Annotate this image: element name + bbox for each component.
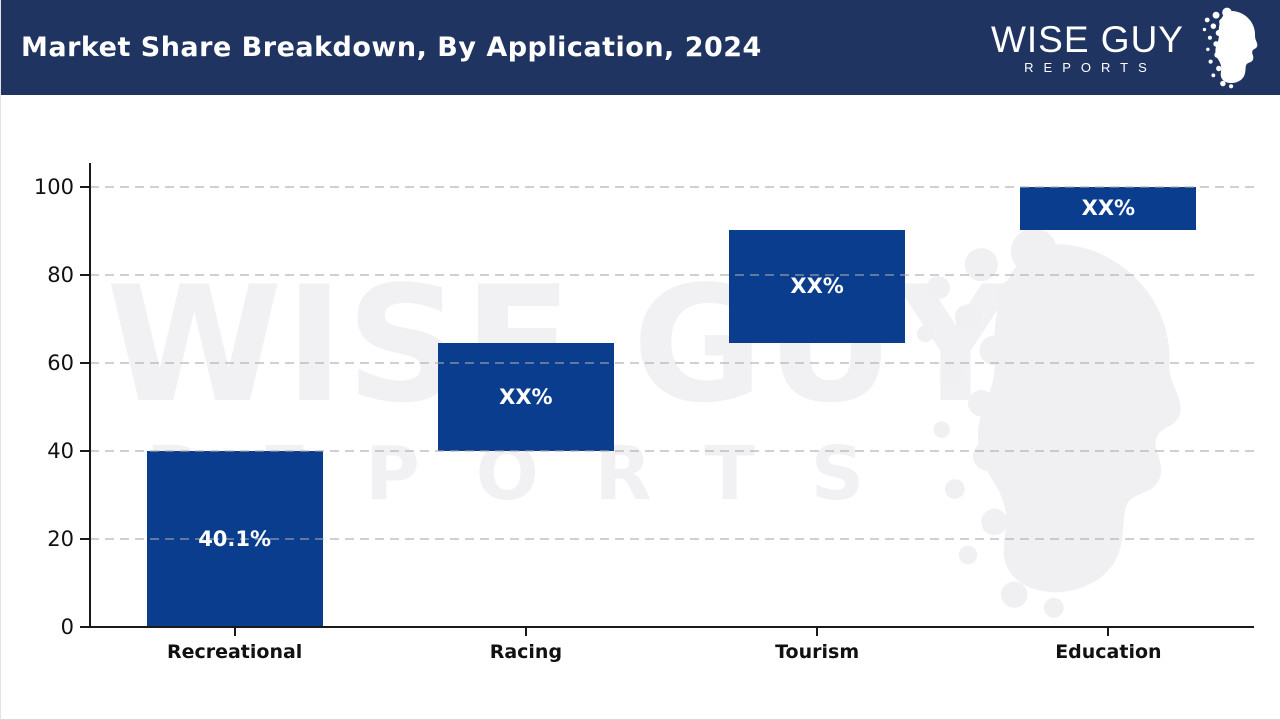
chart-area: WISE GUY REPORTS 40.1% XX% XX% XX% 0 20 40 60 80…	[1, 95, 1280, 718]
bar-value-label: XX%	[790, 274, 844, 299]
logo-wordmark: WISE GUY	[990, 19, 1184, 60]
x-tick-mark	[816, 627, 819, 636]
bar-racing	[437, 343, 614, 451]
x-category-label-education: Education	[1055, 641, 1162, 663]
y-tick-mark	[80, 274, 89, 276]
x-axis-spine	[87, 626, 1254, 628]
header-bar: Market Share Breakdown, By Application, …	[1, 0, 1280, 95]
y-tick-mark	[80, 362, 89, 364]
y-tick-mark	[80, 626, 89, 628]
bar-value-label: XX%	[1081, 196, 1136, 221]
logo-subtext: REPORTS	[1024, 60, 1157, 75]
bar-value-label: XX%	[499, 384, 553, 409]
wiseguy-head-icon	[1202, 7, 1258, 88]
x-category-label-racing: Racing	[489, 641, 563, 663]
bar-value-label: 40.1%	[198, 526, 272, 551]
x-tick-mark	[1107, 627, 1110, 636]
y-tick-label: 40	[47, 439, 74, 463]
y-tick-label: 80	[47, 263, 74, 287]
gridline-100	[90, 186, 1254, 188]
y-tick-label: 60	[47, 351, 74, 375]
wiseguy-logo: WISE GUY REPORTS	[991, 7, 1266, 89]
x-tick-mark	[524, 627, 527, 636]
gridline-40	[90, 450, 1254, 452]
y-tick-mark	[80, 186, 89, 188]
y-tick-mark	[80, 538, 89, 540]
y-axis-spine	[89, 162, 91, 628]
chart-title: Market Share Breakdown, By Application, …	[21, 32, 762, 63]
gridline-80	[90, 274, 1254, 276]
bar-education	[1020, 187, 1197, 230]
y-tick-mark	[80, 450, 89, 452]
gridline-60	[90, 362, 1254, 364]
y-tick-label: 100	[33, 175, 74, 199]
logo-text: WISE GUY REPORTS	[991, 21, 1184, 74]
x-category-label-tourism: Tourism	[775, 641, 860, 663]
y-tick-label: 20	[47, 527, 74, 551]
y-tick-label: 0	[60, 615, 74, 639]
gridline-20	[90, 538, 1254, 540]
x-category-label-recreational: Recreational	[166, 641, 303, 663]
x-tick-mark	[233, 627, 236, 636]
bar-tourism	[729, 229, 906, 344]
plot-area: 40.1% XX% XX% XX% 0 20 40 60 80 100 Recreational Ra…	[1, 95, 1280, 718]
